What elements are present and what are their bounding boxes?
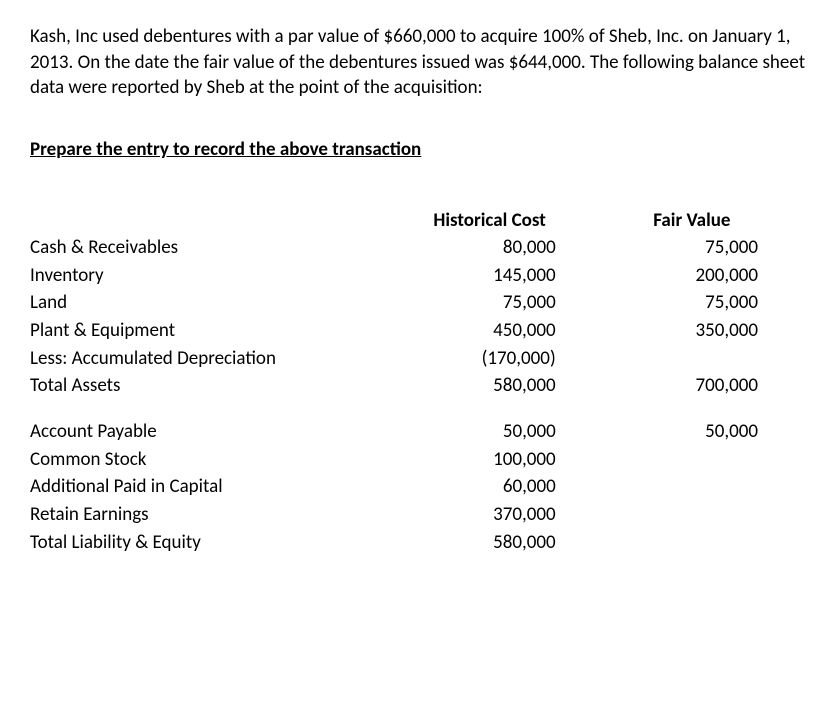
table-row: Account Payable 50,000 50,000 <box>30 418 808 446</box>
header-blank <box>30 207 403 235</box>
table-row: Plant & Equipment 450,000 350,000 <box>30 317 808 345</box>
table-header-row: Historical Cost Fair Value <box>30 207 808 235</box>
table-row: Land 75,000 75,000 <box>30 289 808 317</box>
table-row: Cash & Receivables 80,000 75,000 <box>30 234 808 262</box>
cell-fair <box>606 501 808 529</box>
problem-intro: Kash, Inc used debentures with a par val… <box>30 24 808 101</box>
cell-label: Total Assets <box>30 372 403 400</box>
table-row: Additional Paid in Capital 60,000 <box>30 473 808 501</box>
cell-label: Common Stock <box>30 446 403 474</box>
cell-fair: 700,000 <box>606 372 808 400</box>
table-row: Less: Accumulated Depreciation (170,000) <box>30 345 808 373</box>
cell-fair <box>606 529 808 557</box>
cell-hist: 75,000 <box>403 289 605 317</box>
header-historical-cost: Historical Cost <box>403 207 605 235</box>
cell-label: Plant & Equipment <box>30 317 403 345</box>
cell-label: Cash & Receivables <box>30 234 403 262</box>
cell-hist: 370,000 <box>403 501 605 529</box>
cell-label: Account Payable <box>30 418 403 446</box>
cell-hist: 450,000 <box>403 317 605 345</box>
cell-hist: 580,000 <box>403 529 605 557</box>
cell-label: Land <box>30 289 403 317</box>
table-spacer <box>30 400 808 418</box>
cell-fair: 75,000 <box>606 289 808 317</box>
cell-fair: 200,000 <box>606 262 808 290</box>
cell-hist: 580,000 <box>403 372 605 400</box>
header-fair-value: Fair Value <box>606 207 808 235</box>
problem-prompt: Prepare the entry to record the above tr… <box>30 137 808 163</box>
table-row: Total Assets 580,000 700,000 <box>30 372 808 400</box>
table-row: Common Stock 100,000 <box>30 446 808 474</box>
cell-fair <box>606 473 808 501</box>
cell-fair: 50,000 <box>606 418 808 446</box>
cell-fair <box>606 446 808 474</box>
cell-fair: 350,000 <box>606 317 808 345</box>
cell-hist: 60,000 <box>403 473 605 501</box>
cell-label: Inventory <box>30 262 403 290</box>
cell-fair <box>606 345 808 373</box>
cell-hist: 100,000 <box>403 446 605 474</box>
cell-label: Additional Paid in Capital <box>30 473 403 501</box>
table-row: Inventory 145,000 200,000 <box>30 262 808 290</box>
cell-label: Retain Earnings <box>30 501 403 529</box>
cell-fair: 75,000 <box>606 234 808 262</box>
cell-hist: 80,000 <box>403 234 605 262</box>
cell-hist: (170,000) <box>403 345 605 373</box>
table-row: Total Liability & Equity 580,000 <box>30 529 808 557</box>
balance-sheet-table: Historical Cost Fair Value Cash & Receiv… <box>30 207 808 557</box>
table-row: Retain Earnings 370,000 <box>30 501 808 529</box>
cell-hist: 50,000 <box>403 418 605 446</box>
cell-label: Less: Accumulated Depreciation <box>30 345 403 373</box>
cell-label: Total Liability & Equity <box>30 529 403 557</box>
cell-hist: 145,000 <box>403 262 605 290</box>
